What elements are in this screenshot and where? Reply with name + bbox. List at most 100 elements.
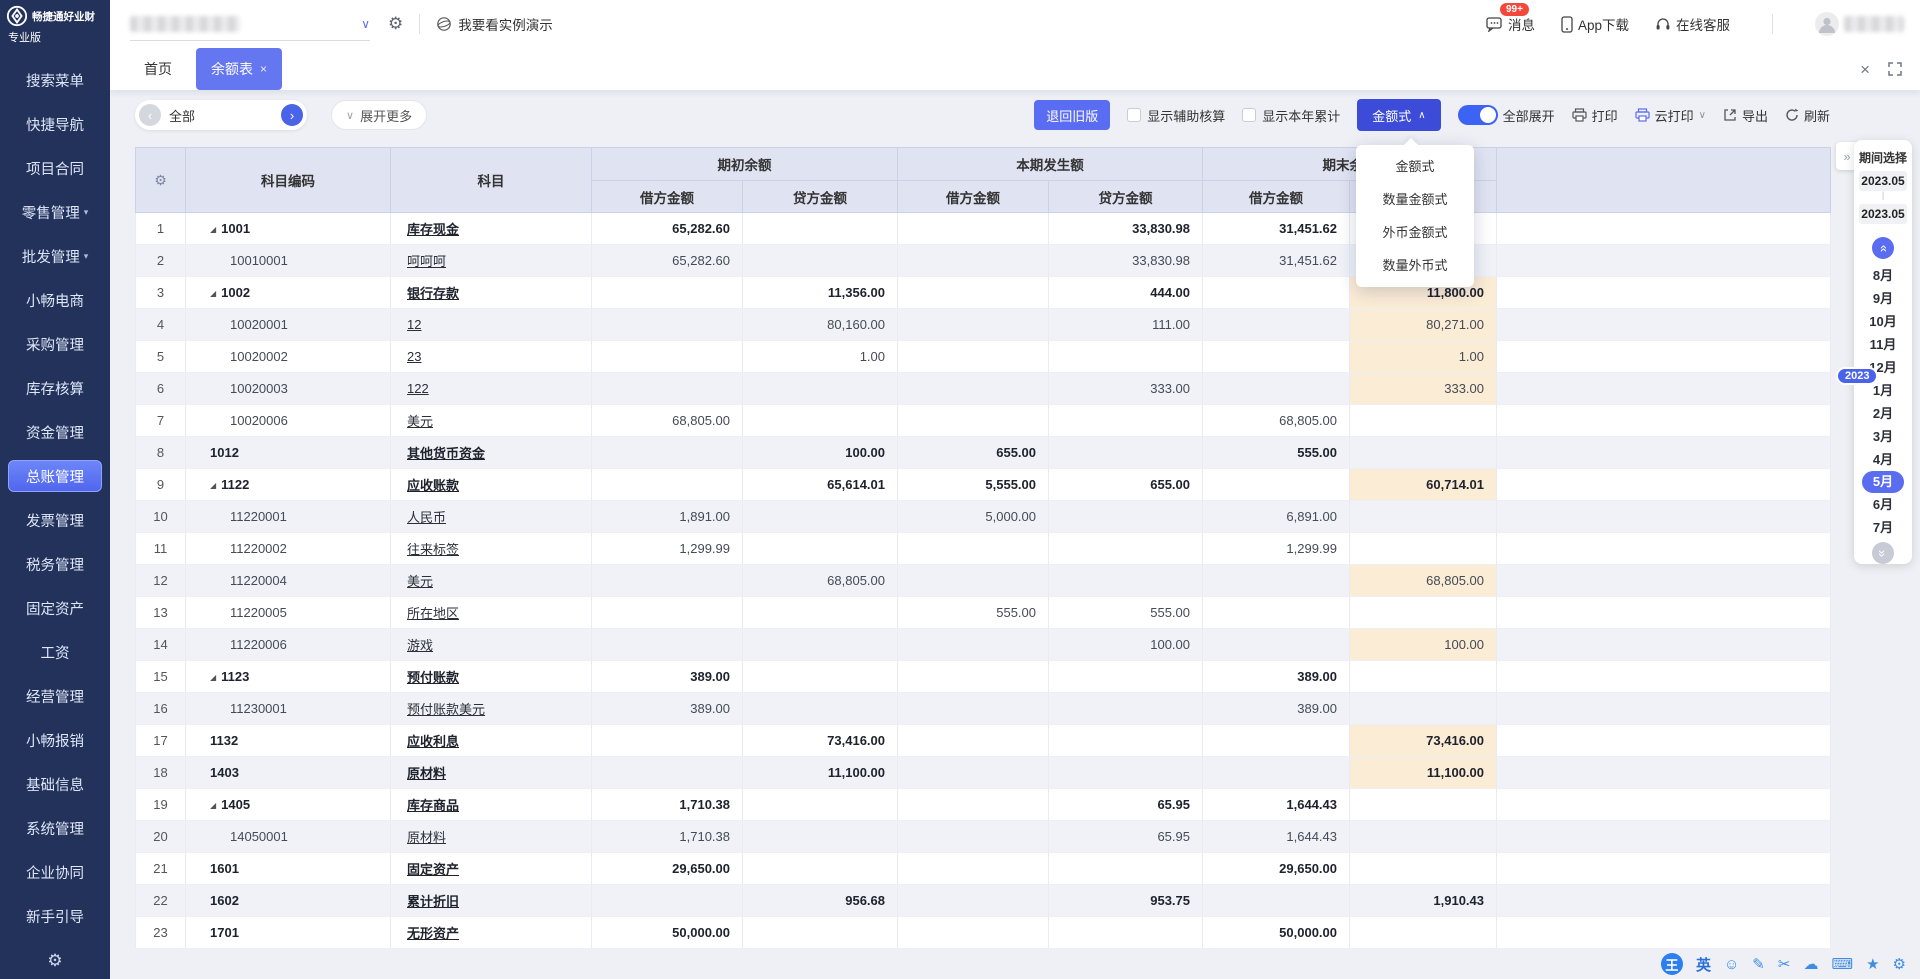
expand-more-button[interactable]: ∨ 展开更多	[331, 100, 428, 130]
format-dropdown-button[interactable]: 金额式 ∧	[1357, 99, 1441, 131]
sidebar-item-经营管理[interactable]: 经营管理	[0, 674, 110, 718]
subject-link[interactable]: 美元	[407, 574, 434, 589]
subject-link[interactable]: 预付账款	[407, 670, 460, 685]
keyboard-icon[interactable]: ⌨	[1831, 955, 1854, 973]
month-item-1月[interactable]: 1月	[1872, 383, 1894, 398]
demo-link[interactable]: 我要看实例演示	[436, 14, 553, 34]
format-menu-item-金额式[interactable]: 金额式	[1395, 159, 1435, 174]
cloud-icon[interactable]: ☁	[1803, 955, 1819, 973]
company-selector[interactable]: ∨	[130, 7, 370, 41]
month-item-5月[interactable]: 5月	[1862, 471, 1904, 493]
period-to[interactable]: 2023.05	[1859, 204, 1907, 224]
tab-close-icon[interactable]: ×	[259, 62, 267, 76]
subject-link[interactable]: 原材料	[407, 766, 447, 781]
month-item-3月[interactable]: 3月	[1872, 429, 1894, 444]
app-download-button[interactable]: App下载	[1561, 14, 1629, 34]
scroll-up-button[interactable]: »	[1872, 237, 1894, 259]
expand-triangle-icon[interactable]: ◢	[210, 289, 217, 298]
sidebar-item-快捷导航[interactable]: 快捷导航	[0, 102, 110, 146]
checkbox-unchecked[interactable]	[1127, 108, 1142, 122]
sidebar-item-项目合同[interactable]: 项目合同	[0, 146, 110, 190]
expand-triangle-icon[interactable]: ◢	[210, 801, 217, 810]
user-account[interactable]	[1815, 12, 1904, 36]
expand-all-toggle-item[interactable]: 全部展开	[1457, 105, 1555, 125]
subject-link[interactable]: 应收账款	[407, 478, 460, 493]
expand-triangle-icon[interactable]: ◢	[210, 225, 217, 234]
sidebar-item-基础信息[interactable]: 基础信息	[0, 762, 110, 806]
expand-triangle-icon[interactable]: ◢	[210, 481, 217, 490]
subject-link[interactable]: 人民币	[407, 510, 447, 525]
fullscreen-icon[interactable]	[1888, 62, 1902, 76]
sidebar-item-库存核算[interactable]: 库存核算	[0, 366, 110, 410]
subject-link[interactable]: 应收利息	[407, 734, 460, 749]
month-item-6月[interactable]: 6月	[1872, 497, 1894, 512]
sidebar-item-小畅电商[interactable]: 小畅电商	[0, 278, 110, 322]
scroll-down-button[interactable]: »	[1872, 542, 1894, 564]
column-settings-gear-icon[interactable]: ⚙	[135, 147, 186, 213]
gear-icon[interactable]: ⚙	[1892, 955, 1906, 973]
export-button[interactable]: 导出	[1723, 106, 1768, 125]
format-menu-item-外币金额式[interactable]: 外币金额式	[1382, 225, 1448, 240]
subject-link[interactable]: 美元	[407, 414, 434, 429]
close-icon[interactable]: ×	[1860, 59, 1870, 79]
month-item-10月[interactable]: 10月	[1869, 314, 1897, 329]
sidebar-item-搜索菜单[interactable]: 搜索菜单	[0, 58, 110, 102]
subject-link[interactable]: 游戏	[407, 638, 434, 653]
settings-gear-icon[interactable]: ⚙	[388, 14, 404, 33]
online-service-button[interactable]: 在线客服	[1655, 14, 1730, 34]
subject-link[interactable]: 23	[407, 349, 422, 364]
sidebar-item-发票管理[interactable]: 发票管理	[0, 498, 110, 542]
expand-triangle-icon[interactable]: ◢	[210, 673, 217, 682]
cloud-print-button[interactable]: 云打印 ∨	[1635, 106, 1706, 125]
refresh-button[interactable]: 刷新	[1785, 106, 1830, 125]
sidebar-item-零售管理[interactable]: 零售管理 ▾	[0, 190, 110, 234]
tab-balance-sheet[interactable]: 余额表 ×	[196, 48, 282, 90]
subject-link[interactable]: 预付账款美元	[407, 702, 486, 717]
subject-link[interactable]: 库存商品	[407, 798, 460, 813]
show-aux-checkbox-item[interactable]: 显示辅助核算	[1127, 106, 1225, 125]
sidebar-item-总账管理[interactable]: 总账管理	[8, 460, 102, 492]
format-menu-item-数量金额式[interactable]: 数量金额式	[1382, 192, 1448, 207]
sidebar-item-固定资产[interactable]: 固定资产	[0, 586, 110, 630]
subject-link[interactable]: 所在地区	[407, 606, 460, 621]
prev-arrow-icon[interactable]: ‹	[139, 104, 161, 126]
subject-scope-selector[interactable]: ‹ 全部 ›	[135, 100, 307, 130]
sidebar-item-系统管理[interactable]: 系统管理	[0, 806, 110, 850]
subject-link[interactable]: 122	[407, 381, 429, 396]
month-item-12月[interactable]: 12月	[1869, 360, 1897, 375]
subject-link[interactable]: 库存现金	[407, 222, 460, 237]
sidebar-item-采购管理[interactable]: 采购管理	[0, 322, 110, 366]
sidebar-item-新手引导[interactable]: 新手引导	[0, 894, 110, 938]
expand-all-toggle[interactable]	[1457, 105, 1498, 125]
sidebar-item-企业协同[interactable]: 企业协同	[0, 850, 110, 894]
sidebar-item-资金管理[interactable]: 资金管理	[0, 410, 110, 454]
back-to-old-button[interactable]: 退回旧版	[1034, 100, 1111, 130]
subject-link[interactable]: 固定资产	[407, 862, 460, 877]
pen-icon[interactable]: ✎	[1752, 955, 1765, 973]
sidebar-item-小畅报销[interactable]: 小畅报销	[0, 718, 110, 762]
sidebar-item-工资[interactable]: 工资	[0, 630, 110, 674]
print-button[interactable]: 打印	[1572, 106, 1618, 125]
month-item-9月[interactable]: 9月	[1872, 291, 1894, 306]
show-ytd-checkbox-item[interactable]: 显示本年累计	[1242, 106, 1340, 125]
sidebar-item-税务管理[interactable]: 税务管理	[0, 542, 110, 586]
checkbox-unchecked[interactable]	[1242, 108, 1257, 122]
subject-link[interactable]: 呵呵呵	[407, 254, 447, 269]
subject-link[interactable]: 其他货币资金	[407, 446, 486, 461]
subject-link[interactable]: 银行存款	[407, 286, 460, 301]
subject-link[interactable]: 原材料	[407, 830, 447, 845]
star-icon[interactable]: ★	[1866, 955, 1880, 973]
month-item-11月[interactable]: 11月	[1869, 337, 1897, 352]
sidebar-item-批发管理[interactable]: 批发管理 ▾	[0, 234, 110, 278]
subject-link[interactable]: 无形资产	[407, 926, 460, 941]
month-item-4月[interactable]: 4月	[1872, 452, 1894, 467]
ime-logo-icon[interactable]: 王	[1660, 953, 1683, 975]
scissors-icon[interactable]: ✂	[1777, 955, 1791, 973]
format-menu-item-数量外币式[interactable]: 数量外币式	[1382, 258, 1448, 273]
sidebar-settings-gear-icon[interactable]: ⚙	[47, 951, 63, 970]
month-item-7月[interactable]: 7月	[1872, 520, 1894, 535]
messages-button[interactable]: 消息 99+	[1486, 3, 1535, 34]
emoji-icon[interactable]: ☺	[1723, 955, 1740, 973]
month-item-8月[interactable]: 8月	[1872, 268, 1894, 283]
subject-link[interactable]: 12	[407, 317, 422, 332]
